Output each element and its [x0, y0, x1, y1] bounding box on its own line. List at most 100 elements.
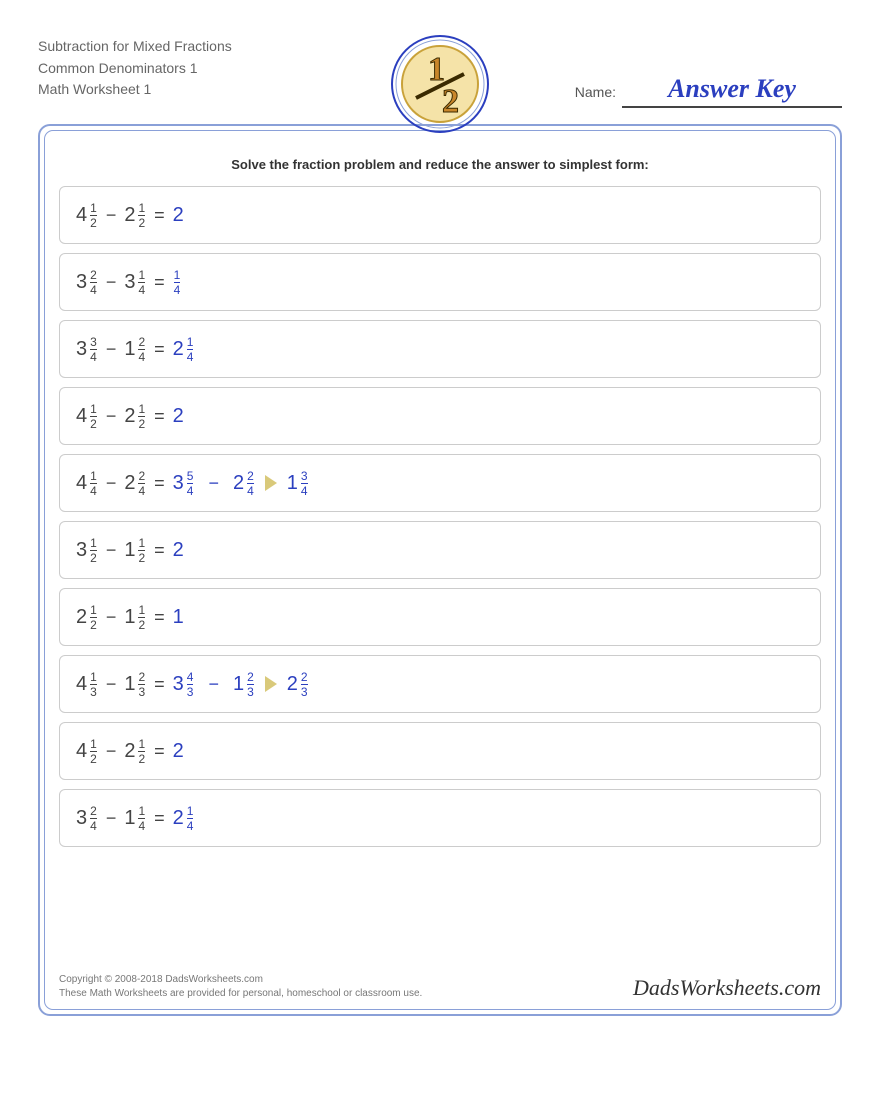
- denominator: 2: [90, 215, 97, 229]
- fraction-part: 12: [138, 202, 145, 229]
- fraction-part: 14: [187, 336, 194, 363]
- mixed-number: 124: [124, 336, 146, 363]
- svg-text:2: 2: [442, 83, 459, 120]
- denominator: 2: [90, 416, 97, 430]
- whole-part: 3: [173, 673, 184, 696]
- denominator: 2: [90, 550, 97, 564]
- denominator: 4: [174, 282, 181, 296]
- mixed-number: 354: [173, 470, 195, 497]
- mixed-number: 112: [124, 537, 146, 564]
- problem-row: 412−212=2: [59, 186, 821, 244]
- mixed-number: 134: [287, 470, 309, 497]
- footer-left: Copyright © 2008-2018 DadsWorksheets.com…: [59, 973, 422, 1001]
- numerator: 1: [90, 604, 97, 617]
- denominator: 2: [138, 550, 145, 564]
- title-line-3: Math Worksheet 1: [38, 79, 232, 101]
- whole-part: 2: [124, 472, 135, 495]
- answer: 354−224134: [173, 470, 309, 497]
- title-line-1: Subtraction for Mixed Fractions: [38, 36, 232, 58]
- name-label: Name:: [575, 84, 616, 100]
- whole-part: 1: [287, 472, 298, 495]
- problem-row: 212−112=1: [59, 588, 821, 646]
- whole-part: 1: [233, 673, 244, 696]
- minus-operator: −: [106, 473, 117, 494]
- numerator: 1: [187, 805, 194, 818]
- numerator: 3: [301, 470, 308, 483]
- answer: 14: [173, 269, 182, 296]
- numerator: 1: [138, 738, 145, 751]
- equals-sign: =: [154, 406, 165, 427]
- minus-operator: −: [106, 540, 117, 561]
- numerator: 1: [174, 269, 181, 282]
- whole-part: 4: [76, 740, 87, 763]
- denominator: 4: [138, 349, 145, 363]
- answer: 2: [173, 405, 184, 428]
- answer-operator: −: [208, 473, 219, 494]
- answer-operator: −: [208, 674, 219, 695]
- whole-part: 4: [76, 405, 87, 428]
- denominator: 3: [90, 684, 97, 698]
- denominator: 4: [247, 483, 254, 497]
- denominator: 3: [301, 684, 308, 698]
- problem-row: 334−124=214: [59, 320, 821, 378]
- denominator: 4: [90, 483, 97, 497]
- fraction-part: 43: [187, 671, 194, 698]
- problem-row: 324−314=14: [59, 253, 821, 311]
- numerator: 1: [90, 671, 97, 684]
- whole-part: 4: [76, 204, 87, 227]
- mixed-number: 413: [76, 671, 98, 698]
- equals-sign: =: [154, 540, 165, 561]
- numerator: 1: [138, 269, 145, 282]
- mixed-number: 123: [124, 671, 146, 698]
- mixed-number: 212: [124, 403, 146, 430]
- whole-part: 3: [76, 807, 87, 830]
- whole-part: 3: [124, 271, 135, 294]
- mixed-number: 212: [124, 202, 146, 229]
- denominator: 4: [187, 483, 194, 497]
- fraction-part: 24: [90, 269, 97, 296]
- header-titles: Subtraction for Mixed Fractions Common D…: [38, 32, 232, 101]
- instructions: Solve the fraction problem and reduce th…: [59, 157, 821, 172]
- fraction-part: 12: [138, 738, 145, 765]
- whole-part: 3: [173, 472, 184, 495]
- problem-row: 324−114=214: [59, 789, 821, 847]
- mixed-number: 212: [124, 738, 146, 765]
- mixed-number: 324: [76, 805, 98, 832]
- numerator: 1: [90, 403, 97, 416]
- numerator: 2: [90, 805, 97, 818]
- denominator: 4: [187, 818, 194, 832]
- problem-row: 414−224=354−224134: [59, 454, 821, 512]
- numerator: 1: [138, 805, 145, 818]
- mixed-number: 214: [173, 805, 195, 832]
- answer-whole: 2: [173, 740, 184, 763]
- fraction-part: 23: [138, 671, 145, 698]
- denominator: 4: [90, 349, 97, 363]
- answer: 2: [173, 204, 184, 227]
- mixed-number: 114: [124, 805, 146, 832]
- answer-whole: 2: [173, 204, 184, 227]
- mixed-number: 224: [233, 470, 255, 497]
- mixed-number: 224: [124, 470, 146, 497]
- minus-operator: −: [106, 741, 117, 762]
- denominator: 4: [187, 349, 194, 363]
- mixed-number: 223: [287, 671, 309, 698]
- answer-key-text: Answer Key: [622, 74, 842, 108]
- mixed-number: 314: [124, 269, 146, 296]
- mixed-number: 324: [76, 269, 98, 296]
- numerator: 5: [187, 470, 194, 483]
- fraction-part: 34: [90, 336, 97, 363]
- minus-operator: −: [106, 808, 117, 829]
- answer: 214: [173, 805, 195, 832]
- mixed-number: 412: [76, 738, 98, 765]
- fraction-part: 12: [90, 202, 97, 229]
- denominator: 4: [138, 483, 145, 497]
- denominator: 3: [187, 684, 194, 698]
- problem-row: 312−112=2: [59, 521, 821, 579]
- minus-operator: −: [106, 674, 117, 695]
- answer-whole: 2: [173, 539, 184, 562]
- answer: 214: [173, 336, 195, 363]
- whole-part: 1: [124, 606, 135, 629]
- fraction-part: 24: [90, 805, 97, 832]
- mixed-number: 123: [233, 671, 255, 698]
- whole-part: 4: [76, 472, 87, 495]
